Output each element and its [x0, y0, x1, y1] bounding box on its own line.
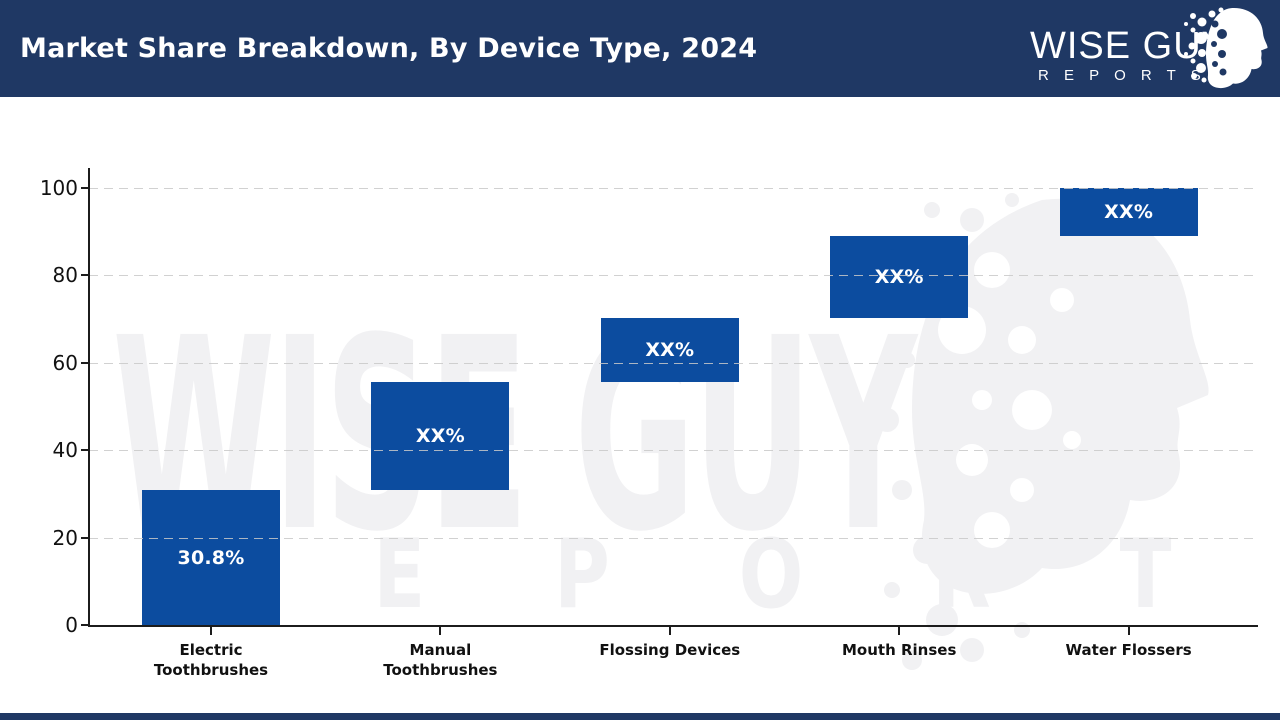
- bar-value-label: 30.8%: [177, 546, 245, 569]
- bar-flossing-devices: XX%: [600, 317, 739, 383]
- x-axis-line: [88, 625, 1258, 627]
- x-tick-mark: [439, 627, 442, 635]
- y-tick-mark: [81, 449, 89, 452]
- wise-guy-reports-logo: WISE GUY R E P O R T S: [1030, 7, 1268, 89]
- footer-bar: [0, 713, 1280, 720]
- y-tick-mark: [81, 187, 89, 189]
- y-tick-label: 20: [52, 525, 78, 550]
- x-category-label: Water Flossers: [1019, 640, 1239, 660]
- x-tick-mark: [210, 627, 212, 635]
- x-category-label-line: Electric: [179, 641, 243, 659]
- y-tick-label: 80: [52, 263, 78, 288]
- y-axis-line: [88, 168, 90, 626]
- x-category-label-line: Mouth Rinses: [841, 641, 957, 659]
- bar-water-flossers: XX%: [1059, 188, 1198, 237]
- logo-wordmark: WISE GUY: [1030, 25, 1228, 67]
- x-tick-mark: [668, 627, 671, 635]
- x-category-label-line: Manual: [409, 641, 472, 659]
- gridline: [89, 275, 1258, 276]
- y-tick-label: 40: [52, 438, 78, 463]
- x-category-label-line: Toothbrushes: [383, 661, 498, 679]
- x-category-label-line: Water Flossers: [1065, 641, 1192, 659]
- bar-electric-toothbrushes: 30.8%: [142, 490, 280, 625]
- x-category-label: Electric Toothbrushes: [101, 640, 321, 680]
- bar-mouth-rinses: XX%: [830, 236, 969, 318]
- gridline: [89, 538, 1258, 539]
- page-title: Market Share Breakdown, By Device Type, …: [20, 33, 758, 64]
- y-tick-label: 100: [39, 176, 78, 200]
- y-tick-label: 60: [52, 350, 78, 375]
- x-category-label-line: Flossing Devices: [599, 641, 741, 659]
- logo-subtext: R E P O R T S: [1038, 67, 1206, 84]
- bar-value-label: XX%: [415, 425, 465, 448]
- bar-value-label: XX%: [645, 339, 695, 362]
- gridline: [89, 188, 1258, 189]
- watermark-head-icon: [872, 193, 1209, 670]
- x-category-label: Flossing Devices: [560, 640, 780, 660]
- gridline: [89, 450, 1258, 451]
- x-category-label: Mouth Rinses: [789, 640, 1009, 660]
- y-tick-mark: [81, 536, 89, 539]
- bar-value-label: XX%: [874, 265, 924, 288]
- y-tick-mark: [81, 274, 89, 277]
- y-tick-mark: [81, 624, 89, 626]
- x-tick-mark: [1127, 627, 1130, 635]
- x-category-label-line: Toothbrushes: [153, 661, 269, 679]
- y-tick-label: 0: [65, 613, 78, 637]
- logo-head-icon: [1184, 7, 1268, 89]
- x-tick-mark: [898, 627, 901, 635]
- header-bar: Market Share Breakdown, By Device Type, …: [0, 0, 1280, 97]
- gridline: [89, 363, 1258, 364]
- bar-value-label: XX%: [1104, 201, 1154, 224]
- y-tick-mark: [81, 361, 89, 364]
- bar-manual-toothbrushes: XX%: [371, 382, 510, 491]
- x-category-label: Manual Toothbrushes: [330, 640, 550, 680]
